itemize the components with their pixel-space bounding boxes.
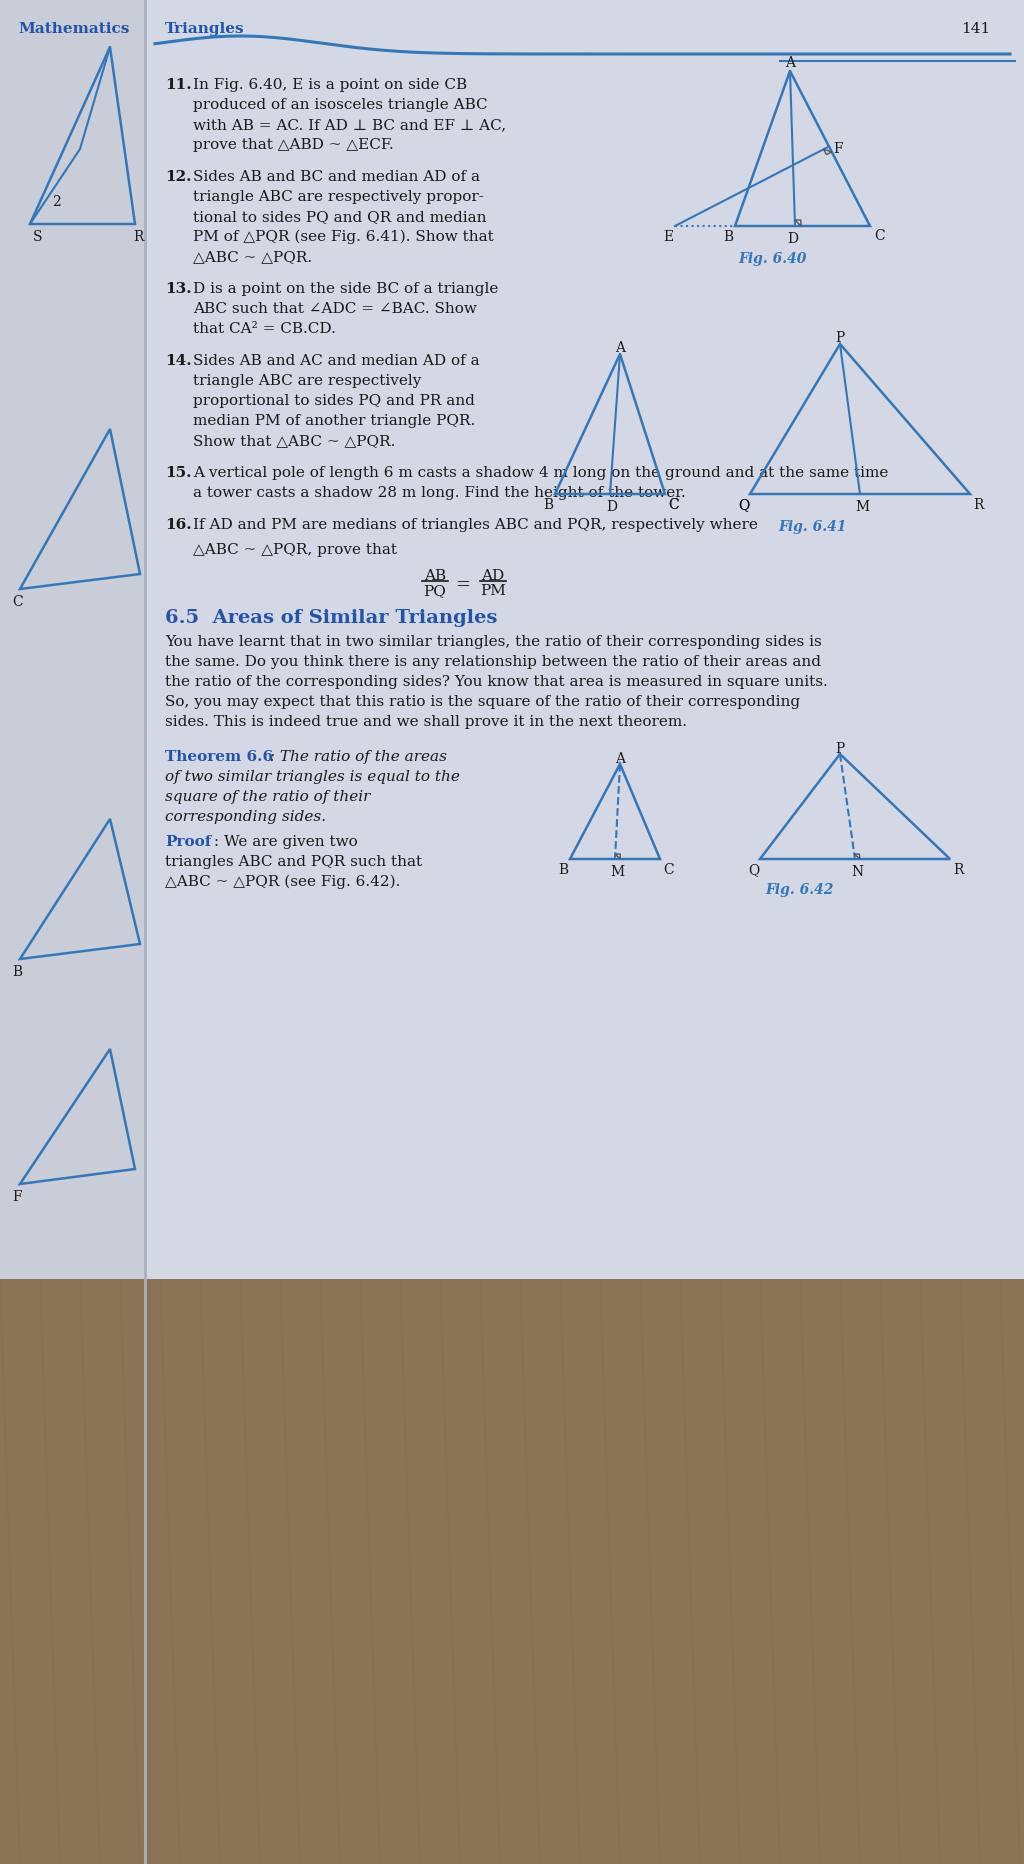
Text: ABC such that ∠ADC = ∠BAC. Show: ABC such that ∠ADC = ∠BAC. Show (193, 302, 477, 315)
Text: △ABC ~ △PQR, prove that: △ABC ~ △PQR, prove that (193, 542, 397, 557)
Text: PM: PM (480, 583, 506, 598)
Text: S: S (33, 229, 43, 244)
Text: with AB = AC. If AD ⊥ BC and EF ⊥ AC,: with AB = AC. If AD ⊥ BC and EF ⊥ AC, (193, 117, 506, 132)
Text: You have learnt that in two similar triangles, the ratio of their corresponding : You have learnt that in two similar tria… (165, 634, 821, 649)
Text: D is a point on the side BC of a triangle: D is a point on the side BC of a triangl… (193, 281, 499, 296)
Text: C: C (663, 863, 674, 876)
Text: C: C (12, 595, 23, 610)
Text: square of the ratio of their: square of the ratio of their (165, 790, 371, 803)
Text: PQ: PQ (424, 583, 446, 598)
Text: △ABC ~ △PQR (see Fig. 6.42).: △ABC ~ △PQR (see Fig. 6.42). (165, 874, 400, 889)
Text: Fig. 6.40: Fig. 6.40 (738, 252, 807, 267)
Text: median PM of another triangle PQR.: median PM of another triangle PQR. (193, 414, 475, 427)
Text: AD: AD (481, 569, 505, 583)
Text: △ABC ~ △PQR.: △ABC ~ △PQR. (193, 250, 312, 265)
Text: sides. This is indeed true and we shall prove it in the next theorem.: sides. This is indeed true and we shall … (165, 714, 687, 729)
Text: of two similar triangles is equal to the: of two similar triangles is equal to the (165, 770, 460, 783)
Text: N: N (851, 865, 863, 878)
Text: 6.5  Areas of Similar Triangles: 6.5 Areas of Similar Triangles (165, 610, 498, 626)
Text: triangles ABC and PQR such that: triangles ABC and PQR such that (165, 854, 422, 869)
Text: : We are given two: : We are given two (209, 835, 357, 848)
Text: Theorem 6.6: Theorem 6.6 (165, 749, 273, 764)
Text: AB: AB (424, 569, 446, 583)
Text: 13.: 13. (165, 281, 191, 296)
Text: a tower casts a shadow 28 m long. Find the height of the tower.: a tower casts a shadow 28 m long. Find t… (193, 487, 686, 500)
Text: R: R (973, 498, 983, 513)
Text: A: A (615, 341, 625, 354)
Text: F: F (833, 142, 843, 155)
Text: : The ratio of the areas: : The ratio of the areas (265, 749, 447, 764)
Text: Q: Q (748, 863, 759, 876)
Text: C: C (668, 498, 679, 513)
Text: P: P (836, 330, 845, 345)
Text: If AD and PM are medians of triangles ABC and PQR, respectively where: If AD and PM are medians of triangles AB… (193, 518, 758, 531)
Text: Sides AB and AC and median AD of a: Sides AB and AC and median AD of a (193, 354, 479, 367)
Text: prove that △ABD ~ △ECF.: prove that △ABD ~ △ECF. (193, 138, 394, 153)
Text: Sides AB and BC and median AD of a: Sides AB and BC and median AD of a (193, 170, 480, 185)
Text: D: D (606, 500, 617, 514)
Text: Fig. 6.41: Fig. 6.41 (778, 520, 847, 533)
Text: triangle ABC are respectively propor-: triangle ABC are respectively propor- (193, 190, 484, 203)
Text: In Fig. 6.40, E is a point on side CB: In Fig. 6.40, E is a point on side CB (193, 78, 467, 91)
Text: B: B (558, 863, 568, 876)
Text: Q: Q (738, 498, 750, 513)
Text: 11.: 11. (165, 78, 191, 91)
FancyBboxPatch shape (0, 0, 145, 1864)
Text: R: R (133, 229, 143, 244)
Text: B: B (543, 498, 553, 513)
Text: the same. Do you think there is any relationship between the ratio of their area: the same. Do you think there is any rela… (165, 654, 821, 669)
Text: triangle ABC are respectively: triangle ABC are respectively (193, 375, 421, 388)
Text: that CA² = CB.CD.: that CA² = CB.CD. (193, 322, 336, 336)
Text: 141: 141 (961, 22, 990, 35)
Text: B: B (723, 229, 733, 244)
Text: M: M (610, 865, 624, 878)
Text: the ratio of the corresponding sides? You know that area is measured in square u: the ratio of the corresponding sides? Yo… (165, 675, 827, 688)
Text: =: = (456, 576, 470, 593)
Text: corresponding sides.: corresponding sides. (165, 809, 326, 824)
Text: M: M (855, 500, 869, 514)
Text: B: B (12, 964, 23, 979)
Text: Triangles: Triangles (165, 22, 245, 35)
Text: Fig. 6.42: Fig. 6.42 (766, 882, 835, 897)
Text: So, you may expect that this ratio is the square of the ratio of their correspon: So, you may expect that this ratio is th… (165, 695, 800, 708)
Text: produced of an isosceles triangle ABC: produced of an isosceles triangle ABC (193, 99, 487, 112)
Text: A: A (785, 56, 795, 71)
Text: A vertical pole of length 6 m casts a shadow 4 m long on the ground and at the s: A vertical pole of length 6 m casts a sh… (193, 466, 889, 479)
Text: D: D (787, 231, 799, 246)
FancyBboxPatch shape (0, 1279, 1024, 1864)
Text: PM of △PQR (see Fig. 6.41). Show that: PM of △PQR (see Fig. 6.41). Show that (193, 229, 494, 244)
Text: Show that △ABC ~ △PQR.: Show that △ABC ~ △PQR. (193, 434, 395, 447)
Text: 12.: 12. (165, 170, 191, 185)
Text: A: A (615, 751, 625, 766)
Text: tional to sides PQ and QR and median: tional to sides PQ and QR and median (193, 211, 486, 224)
Text: P: P (836, 742, 845, 755)
Text: 15.: 15. (165, 466, 191, 479)
Text: 2: 2 (52, 196, 60, 209)
Text: Proof: Proof (165, 835, 211, 848)
Text: 16.: 16. (165, 518, 191, 531)
Text: Mathematics: Mathematics (18, 22, 129, 35)
Text: proportional to sides PQ and PR and: proportional to sides PQ and PR and (193, 393, 475, 408)
Text: E: E (663, 229, 673, 244)
Text: C: C (668, 498, 679, 513)
Text: F: F (12, 1189, 22, 1204)
Text: 14.: 14. (165, 354, 191, 367)
Text: Q: Q (738, 498, 750, 513)
Text: C: C (874, 229, 885, 242)
Text: R: R (953, 863, 964, 876)
